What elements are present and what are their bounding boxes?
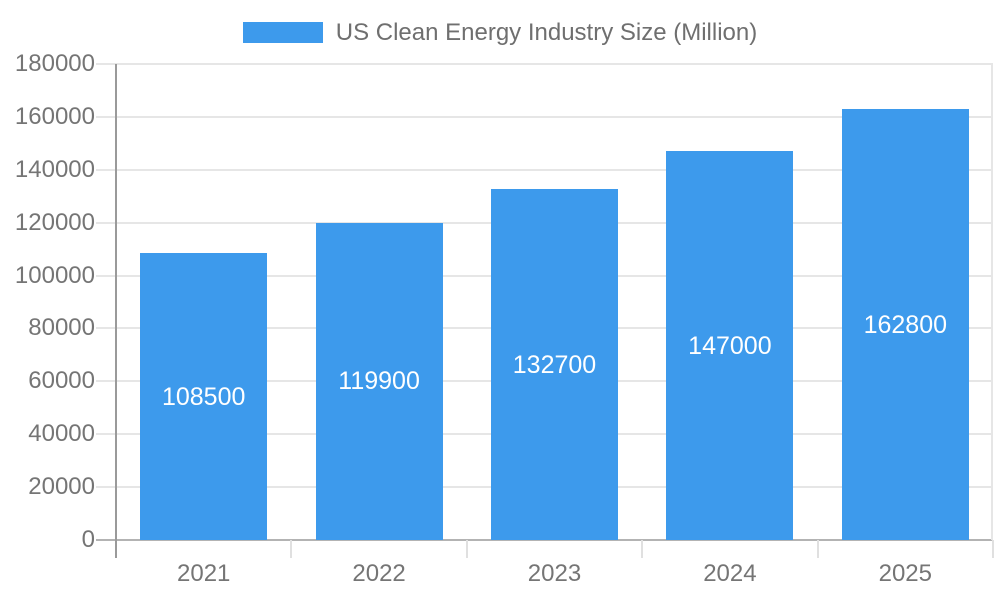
y-axis-line (115, 64, 117, 558)
y-axis-tick-label: 60000 (28, 367, 95, 395)
bar[interactable] (666, 151, 794, 540)
x-axis-tick (641, 540, 644, 558)
y-axis-tick-label: 100000 (14, 261, 95, 289)
legend-swatch (242, 22, 323, 43)
plot-right-border (991, 64, 993, 540)
bar-value-label: 147000 (688, 331, 772, 360)
bar[interactable] (315, 222, 443, 540)
x-axis-tick-label: 2022 (352, 560, 406, 587)
y-axis-tick-label: 140000 (14, 155, 95, 183)
bar-value-label: 108500 (161, 382, 246, 411)
x-axis-line (96, 539, 993, 541)
gridline (96, 115, 993, 118)
bar-value-label: 132700 (512, 350, 597, 379)
gridline (96, 168, 993, 171)
x-axis-tick (465, 540, 468, 558)
gridline (96, 63, 993, 65)
bar-value-label: 119900 (338, 367, 420, 396)
x-axis-tick-label: 2024 (703, 560, 757, 587)
x-axis-tick (992, 540, 994, 558)
legend-label: US Clean Energy Industry Size (Million) (335, 18, 758, 46)
x-axis-tick-label: 2023 (527, 560, 582, 587)
bar-value-label: 162800 (863, 310, 948, 339)
y-axis-tick-label: 160000 (14, 102, 95, 130)
y-axis-tick-label: 0 (81, 526, 95, 553)
x-axis-tick (290, 540, 293, 558)
y-axis-tick-label: 120000 (14, 208, 95, 236)
y-axis-tick-label: 80000 (28, 314, 95, 342)
y-axis-tick-label: 40000 (28, 420, 95, 448)
y-axis-tick-label: 20000 (28, 473, 95, 501)
x-axis-tick (816, 540, 819, 558)
bar[interactable] (841, 109, 969, 540)
x-axis-tick-label: 2021 (177, 560, 231, 587)
x-axis-tick-label: 2025 (878, 560, 932, 587)
legend: US Clean Energy Industry Size (Million) (0, 19, 1000, 46)
bar[interactable] (140, 253, 268, 540)
bar[interactable] (491, 189, 618, 540)
y-axis-tick-label: 180000 (14, 50, 95, 77)
